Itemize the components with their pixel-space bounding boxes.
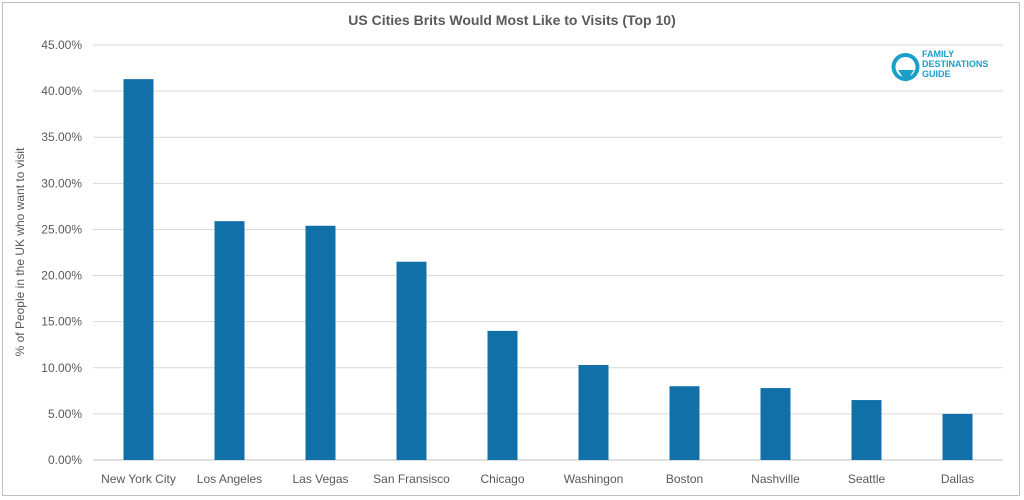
- y-tick-label: 40.00%: [41, 84, 82, 98]
- bar-dallas: [942, 413, 973, 460]
- x-tick-label: Boston: [666, 472, 703, 486]
- bar-las-vegas: [305, 225, 336, 460]
- bar-los-angeles: [214, 221, 245, 460]
- logo-line1: FAMILY: [922, 49, 954, 59]
- family-destinations-guide-logo: FAMILY DESTINATIONS GUIDE: [891, 49, 988, 82]
- y-axis-label: % of People in the UK who want to visit: [13, 147, 27, 356]
- bar-washingon: [578, 365, 609, 460]
- bar-nashville: [760, 388, 791, 460]
- x-tick-label: Washingon: [564, 472, 624, 486]
- x-tick-label: Chicago: [480, 472, 524, 486]
- x-tick-label: Dallas: [941, 472, 974, 486]
- x-tick-label: Seattle: [848, 472, 886, 486]
- chart-title: US Cities Brits Would Most Like to Visit…: [348, 12, 675, 28]
- bar-new-york-city: [123, 79, 154, 460]
- logo-line3: GUIDE: [922, 69, 951, 79]
- y-tick-label: 35.00%: [41, 130, 82, 144]
- y-tick-label: 20.00%: [41, 269, 82, 283]
- bar-san-fransisco: [396, 261, 427, 460]
- y-tick-label: 10.00%: [41, 361, 82, 375]
- logo-line2: DESTINATIONS: [922, 59, 988, 69]
- x-tick-label: Las Vegas: [292, 472, 348, 486]
- x-tick-label: Los Angeles: [197, 472, 262, 486]
- y-tick-label: 0.00%: [48, 453, 82, 467]
- logo-pin-tip-icon: [898, 70, 914, 82]
- x-tick-label: Nashville: [751, 472, 800, 486]
- y-tick-label: 15.00%: [41, 315, 82, 329]
- y-tick-label: 30.00%: [41, 176, 82, 190]
- y-tick-label: 25.00%: [41, 222, 82, 236]
- y-tick-label: 5.00%: [48, 407, 82, 421]
- x-tick-label: New York City: [101, 472, 176, 486]
- y-tick-label: 45.00%: [41, 38, 82, 52]
- bar-boston: [669, 386, 700, 460]
- x-tick-label: San Fransisco: [373, 472, 450, 486]
- bar-seattle: [851, 400, 882, 460]
- bar-chicago: [487, 330, 518, 460]
